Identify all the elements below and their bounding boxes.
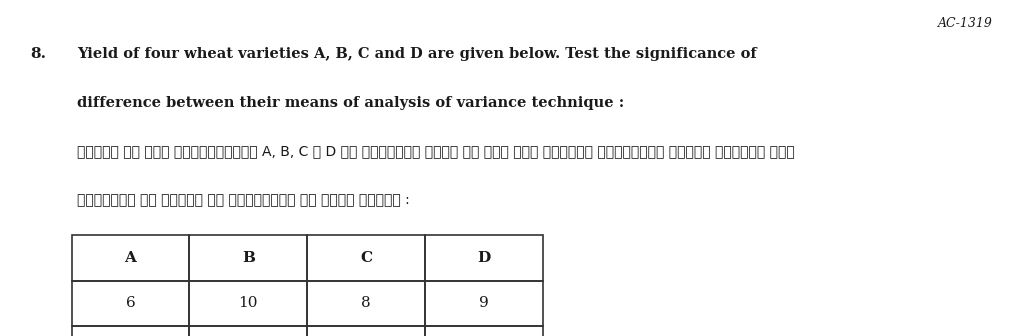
Text: Yield of four wheat varieties A, B, C and D are given below. Test the significan: Yield of four wheat varieties A, B, C an… xyxy=(77,47,757,61)
Text: 10: 10 xyxy=(239,296,258,310)
Text: 8.: 8. xyxy=(31,47,47,61)
Text: difference between their means of analysis of variance technique :: difference between their means of analys… xyxy=(77,96,624,110)
Text: माध्यों की अन्तर की सार्थकता की जाँच कीजिए :: माध्यों की अन्तर की सार्थकता की जाँच कीज… xyxy=(77,193,410,207)
Text: गेहूँ की चार प्रजातियों A, B, C व D की पैदावार नीचे दी गयी है। प्रसरण विश्लेषण त: गेहूँ की चार प्रजातियों A, B, C व D की प… xyxy=(77,144,795,159)
Text: D: D xyxy=(477,251,490,265)
Text: 8: 8 xyxy=(361,296,371,310)
Text: 9: 9 xyxy=(479,296,488,310)
Text: 6: 6 xyxy=(126,296,135,310)
Text: C: C xyxy=(360,251,372,265)
Text: A: A xyxy=(125,251,136,265)
Text: B: B xyxy=(242,251,255,265)
Text: AC-1319: AC-1319 xyxy=(938,17,993,30)
